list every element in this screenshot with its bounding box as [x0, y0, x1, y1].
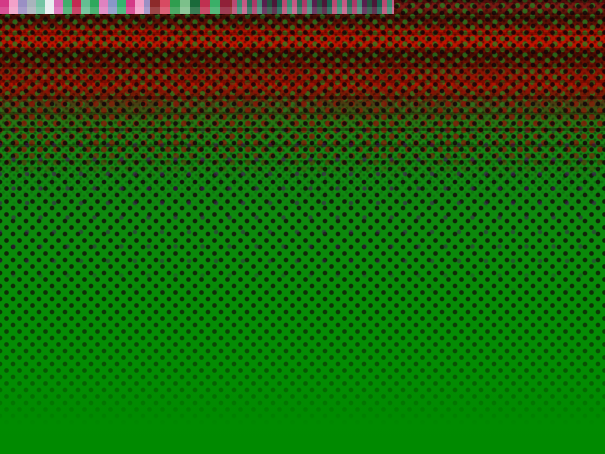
noise-segment-pink-teal — [232, 0, 394, 14]
glitch-noise-band — [0, 0, 394, 14]
noise-segment-green-red — [150, 0, 232, 14]
noise-segment-pastel — [0, 0, 150, 14]
